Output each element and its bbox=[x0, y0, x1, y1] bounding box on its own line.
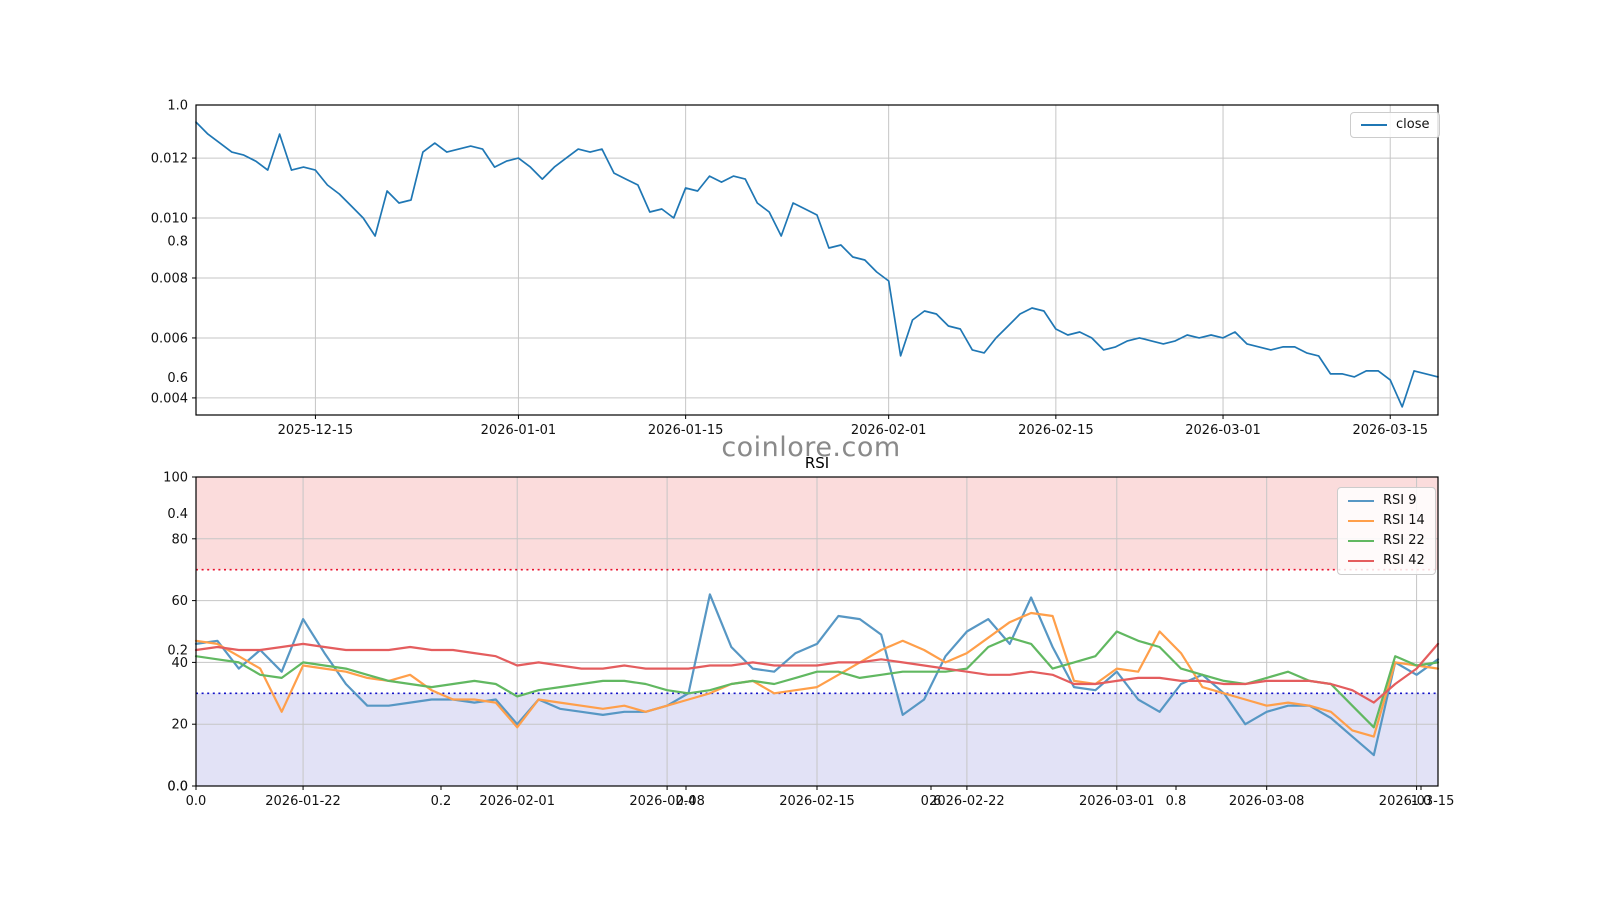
y-tick-label: 0.012 bbox=[151, 152, 188, 167]
x-tick-label: 2025-12-15 bbox=[278, 423, 354, 438]
rsi-series-rsi-9 bbox=[194, 593, 1440, 757]
legend-item-rsi-14: RSI 14 bbox=[1348, 513, 1425, 529]
y-tick-label: 0.0 bbox=[167, 780, 188, 795]
legend-item-rsi-9: RSI 9 bbox=[1348, 493, 1425, 509]
legend-label-rsi-42: RSI 42 bbox=[1383, 553, 1425, 568]
rsi-legend: RSI 9 RSI 14 RSI 22 RSI 42 bbox=[1337, 487, 1436, 575]
parent-y-tick-label: 0.2 bbox=[167, 643, 188, 658]
y-tick-label: 80 bbox=[171, 532, 188, 547]
legend-label-rsi-14: RSI 14 bbox=[1383, 513, 1425, 528]
parent-x-tick-label: 0.6 bbox=[921, 794, 942, 809]
y-tick-label: 0.004 bbox=[151, 391, 188, 406]
price-legend: close bbox=[1350, 112, 1441, 138]
rsi-14-line-swatch bbox=[1348, 520, 1374, 522]
parent-y-tick-label: 0.4 bbox=[167, 507, 188, 522]
parent-y-tick-label: 0.8 bbox=[167, 235, 188, 250]
x-tick-label: 2026-02-08 bbox=[629, 794, 705, 809]
x-tick-label: 2026-02-01 bbox=[851, 423, 927, 438]
x-tick-label: 2026-02-22 bbox=[929, 794, 1005, 809]
rsi-series-rsi-22 bbox=[194, 630, 1440, 729]
parent-y-tick-label: 0.0 bbox=[167, 780, 188, 795]
legend-label-rsi-9: RSI 9 bbox=[1383, 493, 1417, 508]
legend-item-close: close bbox=[1361, 117, 1429, 133]
y-tick-label: 0.006 bbox=[151, 331, 188, 346]
rsi-9-line-swatch bbox=[1348, 500, 1374, 502]
y-tick-label: 40 bbox=[171, 656, 188, 671]
parent-y-tick-label: 0.6 bbox=[167, 371, 188, 386]
close-line-swatch bbox=[1361, 124, 1387, 126]
parent-x-tick-label: 0.2 bbox=[431, 794, 452, 809]
parent-x-tick-label: 1.0 bbox=[1411, 794, 1432, 809]
y-tick-label: 0.008 bbox=[151, 271, 188, 286]
price-frame bbox=[195, 104, 1439, 416]
x-tick-label: 2026-02-01 bbox=[479, 794, 555, 809]
x-tick-label: 2026-01-01 bbox=[481, 423, 557, 438]
price-chart: 2025-12-15 2026-01-01 2026-01-15 2026-02-01… bbox=[151, 104, 1439, 438]
y-tick-label: 20 bbox=[171, 718, 188, 733]
y-tick-label: 60 bbox=[171, 594, 188, 609]
x-tick-label: 2026-03-08 bbox=[1229, 794, 1305, 809]
rsi-series-rsi-14 bbox=[194, 611, 1440, 738]
rsi-subplot-title: RSI bbox=[804, 454, 830, 472]
parent-x-tick-label: 0.8 bbox=[1166, 794, 1187, 809]
watermark: coinlore.com bbox=[721, 432, 901, 463]
legend-label-rsi-22: RSI 22 bbox=[1383, 533, 1425, 548]
rsi-22-line-swatch bbox=[1348, 540, 1374, 542]
y-tick-label: 100 bbox=[163, 471, 188, 486]
x-tick-label: 2026-01-15 bbox=[648, 423, 724, 438]
x-tick-label: 2026-03-15 bbox=[1379, 794, 1455, 809]
x-tick-label: 2026-01-22 bbox=[265, 794, 341, 809]
parent-x-tick-label: 0.4 bbox=[676, 794, 697, 809]
parent-y-tick-label: 1.0 bbox=[167, 99, 188, 114]
parent-x-tick-label: 0.0 bbox=[186, 794, 207, 809]
rsi-42-line-swatch bbox=[1348, 560, 1374, 562]
legend-item-rsi-22: RSI 22 bbox=[1348, 533, 1425, 549]
rsi-series-rsi-42 bbox=[194, 642, 1440, 704]
legend-label-close: close bbox=[1396, 117, 1430, 132]
x-tick-label: 2026-02-15 bbox=[779, 794, 855, 809]
rsi-chart: 2026-01-22 2026-02-01 2026-02-08 2026-02-15… bbox=[163, 471, 1454, 810]
y-tick-label: 0.010 bbox=[151, 212, 188, 227]
x-tick-label: 2026-03-01 bbox=[1185, 423, 1261, 438]
x-tick-label: 2026-03-01 bbox=[1079, 794, 1155, 809]
x-tick-label: 2026-02-15 bbox=[1018, 423, 1094, 438]
legend-item-rsi-42: RSI 42 bbox=[1348, 553, 1425, 569]
price-series-close bbox=[195, 121, 1439, 408]
parent-axis: 0.0 0.2 0.4 0.6 0.8 1.0 0.0 0.2 0.4 0.6 0.8 1.0 bbox=[167, 99, 1431, 810]
x-tick-label: 2026-03-15 bbox=[1352, 423, 1428, 438]
